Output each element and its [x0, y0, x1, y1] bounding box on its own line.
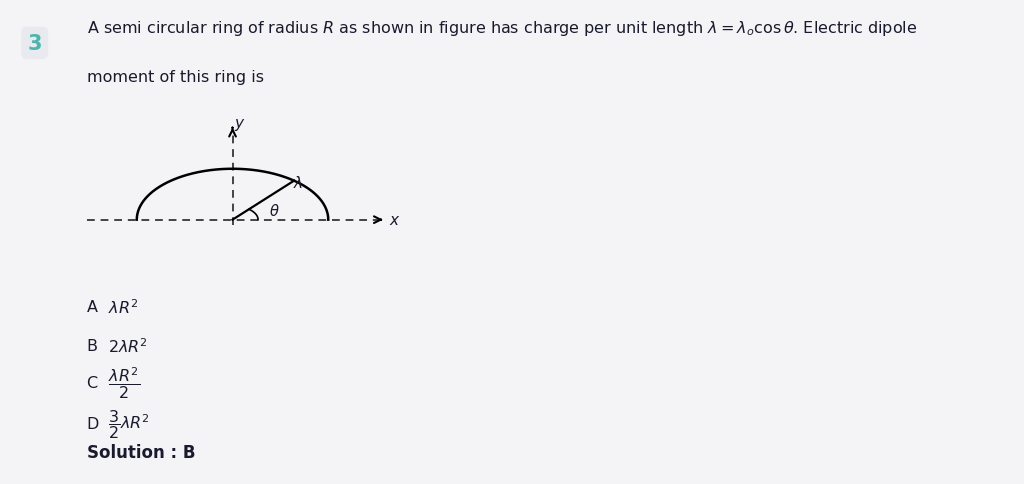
Text: $\dfrac{3}{2}\lambda R^2$: $\dfrac{3}{2}\lambda R^2$ — [108, 407, 150, 440]
Text: moment of this ring is: moment of this ring is — [87, 70, 263, 85]
Text: 3: 3 — [28, 34, 42, 54]
Text: $x$: $x$ — [389, 213, 401, 227]
Text: $\dfrac{\lambda R^2}{2}$: $\dfrac{\lambda R^2}{2}$ — [108, 364, 139, 400]
Text: $\theta$: $\theta$ — [269, 203, 280, 219]
Text: $\lambda$: $\lambda$ — [293, 174, 303, 190]
Text: C: C — [87, 375, 97, 390]
Text: $y$: $y$ — [234, 117, 246, 133]
Text: D: D — [87, 416, 99, 431]
Text: A: A — [87, 300, 97, 315]
Text: $\lambda R^2$: $\lambda R^2$ — [108, 298, 138, 317]
Text: B: B — [87, 339, 97, 353]
Text: A semi circular ring of radius $R$ as shown in figure has charge per unit length: A semi circular ring of radius $R$ as sh… — [87, 19, 918, 38]
Text: Solution : B: Solution : B — [87, 443, 196, 461]
Text: $2\lambda R^2$: $2\lambda R^2$ — [108, 337, 147, 355]
